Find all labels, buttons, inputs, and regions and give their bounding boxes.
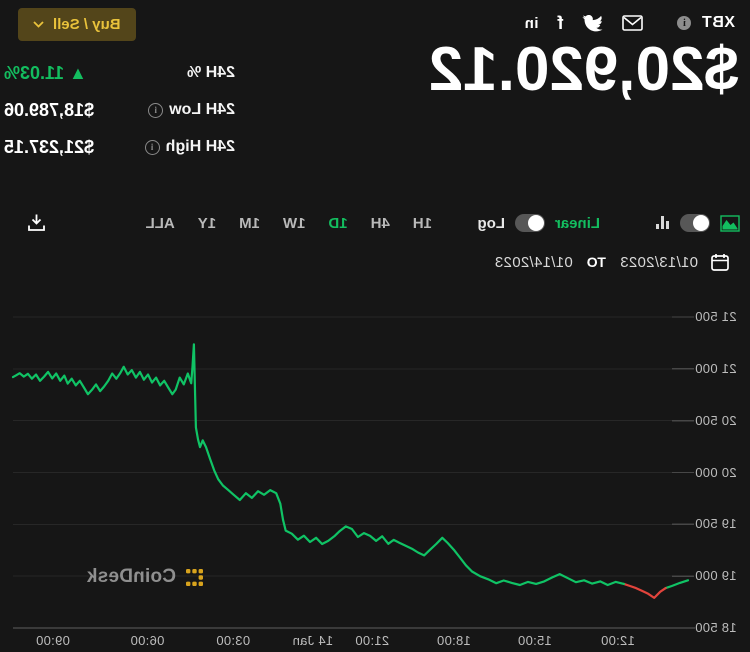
stat-value-change: ▲ 11.03% xyxy=(4,62,87,83)
y-axis-label: 18 500 xyxy=(695,620,737,635)
info-icon[interactable]: i xyxy=(677,16,692,30)
scale-log-label[interactable]: Log xyxy=(477,214,505,232)
stat-label-text: 24H Low xyxy=(169,101,235,118)
date-separator: TO xyxy=(586,254,606,270)
price-chart[interactable] xyxy=(0,295,750,652)
price-line xyxy=(664,579,690,590)
range-buttons: 1H 4H 1D 1W 1M 1Y ALL xyxy=(146,206,432,240)
range-1h[interactable]: 1H xyxy=(412,214,432,232)
price-line xyxy=(11,343,625,587)
buy-sell-button[interactable]: Buy / Sell xyxy=(18,8,136,41)
coindesk-logo-mark xyxy=(186,568,203,586)
chart-area: 21 500 21 000 20 500 20 000 19 500 19 000 18 5… xyxy=(0,295,750,652)
y-axis-label: 19 000 xyxy=(695,568,737,584)
toggle-knob xyxy=(527,215,544,231)
stat-label: 24H High i xyxy=(144,138,235,156)
stat-label-text: 24H High xyxy=(165,138,235,155)
symbol-row: XBT i f in xyxy=(524,12,735,34)
stat-value-low: $18,789.06 xyxy=(4,99,95,120)
range-4h[interactable]: 4H xyxy=(370,214,390,232)
range-1w[interactable]: 1W xyxy=(282,214,306,232)
scale-toggle[interactable] xyxy=(514,214,545,232)
range-1y[interactable]: 1Y xyxy=(197,214,217,232)
area-chart-icon[interactable] xyxy=(720,214,740,232)
x-axis-label: 12:00 xyxy=(600,633,635,648)
calendar-icon xyxy=(711,254,729,271)
y-axis-label: 20 000 xyxy=(695,464,737,480)
symbol-label: XBT xyxy=(701,14,736,31)
range-1m[interactable]: 1M xyxy=(239,214,260,232)
chart-controls: Linear Log 1H 4H 1D 1W 1M 1Y ALL xyxy=(0,206,750,240)
stat-value-high: $21,237.15 xyxy=(4,136,95,157)
y-axis-label: 21 500 xyxy=(695,309,737,324)
x-axis-label: 15:00 xyxy=(517,633,552,648)
x-axis-label: 18:00 xyxy=(436,633,471,648)
linkedin-icon[interactable]: in xyxy=(524,14,539,32)
y-axis-label: 21 000 xyxy=(695,360,737,376)
chart-type-group xyxy=(655,206,740,240)
download-icon xyxy=(28,214,45,231)
buy-sell-label: Buy / Sell xyxy=(53,16,121,33)
range-all[interactable]: ALL xyxy=(145,214,175,232)
coindesk-logo-text: CoinDesk xyxy=(86,566,176,587)
date-from[interactable]: 01/13/2023 xyxy=(619,253,698,271)
info-icon[interactable]: i xyxy=(148,102,164,118)
chart-type-toggle[interactable] xyxy=(680,214,710,232)
x-axis-label: 21:00 xyxy=(355,633,390,648)
download-button[interactable] xyxy=(26,212,47,233)
y-axis-label: 19 500 xyxy=(695,516,737,532)
twitter-icon[interactable] xyxy=(582,13,604,33)
stats-panel: 24H % ▲ 11.03% 24H Low i $18,789.06 24H … xyxy=(4,60,235,160)
stat-label: 24H % xyxy=(186,64,235,81)
y-axis-label: 20 500 xyxy=(695,412,737,428)
stat-row-low: 24H Low i $18,789.06 xyxy=(4,97,235,123)
x-axis-label: 06:00 xyxy=(130,633,165,648)
bar-chart-icon[interactable] xyxy=(655,215,670,231)
info-icon[interactable]: i xyxy=(144,139,160,155)
stat-row-change: 24H % ▲ 11.03% xyxy=(4,60,235,86)
range-1d[interactable]: 1D xyxy=(328,214,348,232)
stat-row-high: 24H High i $21,237.15 xyxy=(4,134,235,160)
date-to[interactable]: 01/14/2023 xyxy=(494,253,573,271)
x-axis-label: 03:00 xyxy=(216,633,251,648)
facebook-icon[interactable]: f xyxy=(557,13,564,33)
scale-group: Linear Log xyxy=(477,206,600,240)
price-line-red-segment xyxy=(622,582,667,599)
x-axis-label: 09:00 xyxy=(35,633,70,648)
date-range-picker[interactable]: 01/13/2023 TO 01/14/2023 xyxy=(495,251,730,273)
price-display: $20,920.12 xyxy=(428,35,739,104)
coindesk-logo: CoinDesk xyxy=(87,566,205,588)
stat-label: 24H Low i xyxy=(148,101,235,119)
scale-linear-label[interactable]: Linear xyxy=(554,214,600,232)
chevron-down-icon xyxy=(33,21,44,28)
email-icon[interactable] xyxy=(622,13,644,33)
toggle-knob xyxy=(693,215,709,231)
social-icons: f in xyxy=(524,13,644,33)
x-axis-label: 14 Jan xyxy=(292,633,334,648)
